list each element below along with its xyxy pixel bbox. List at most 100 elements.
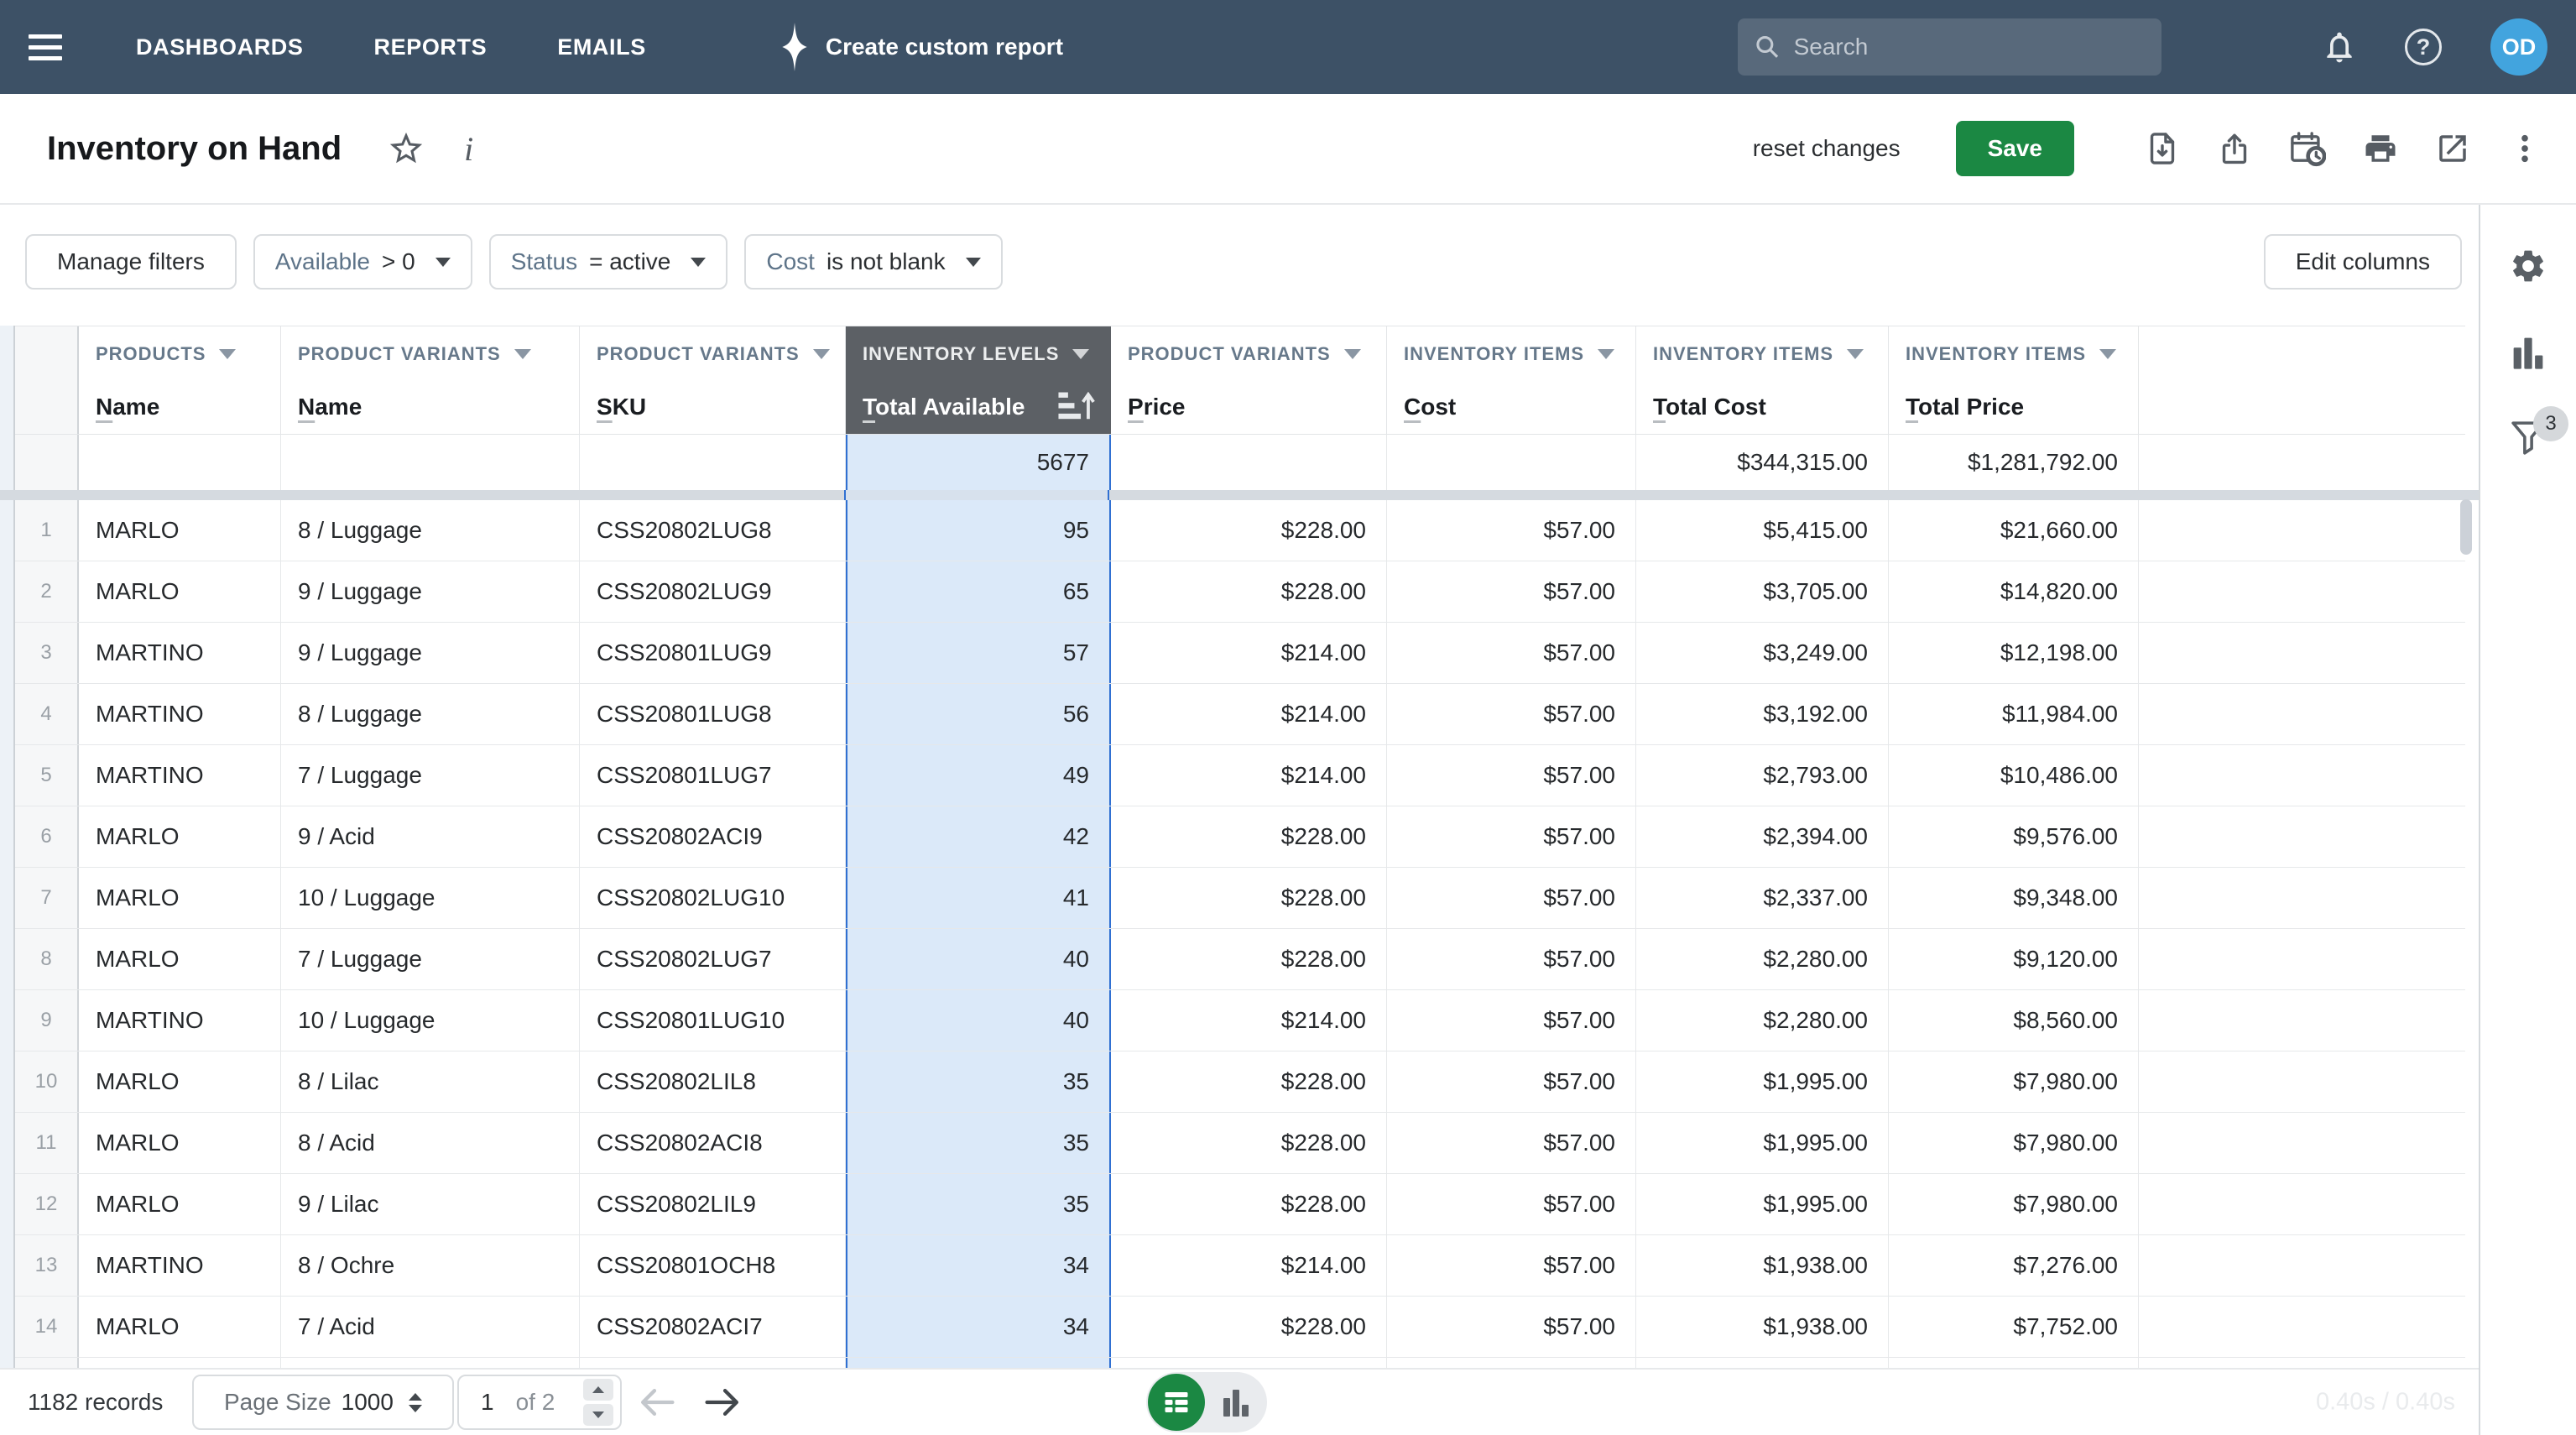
table-row[interactable]: 13 MARTINO 8 / Ochre CSS20801OCH8 34 $214.00 $… — [15, 1235, 2465, 1297]
cell[interactable]: $2,394.00 — [1636, 806, 1889, 867]
cell[interactable]: $8,560.00 — [1889, 990, 2139, 1051]
print-icon[interactable] — [2363, 131, 2398, 166]
cell[interactable]: MARTINO — [79, 623, 281, 683]
cell[interactable]: $57.00 — [1387, 1174, 1636, 1234]
cell[interactable]: $1,938.00 — [1636, 1297, 1889, 1357]
cell[interactable]: 9 / Luggage — [281, 561, 580, 622]
cell[interactable]: 49 — [846, 745, 1111, 806]
cell[interactable]: 35 — [846, 1051, 1111, 1112]
page-increment-button[interactable] — [583, 1379, 613, 1401]
column-header-sku[interactable]: PRODUCT VARIANTS SKU — [580, 326, 846, 434]
cell[interactable]: $11,984.00 — [1889, 684, 2139, 744]
cell[interactable]: $2,280.00 — [1636, 929, 1889, 989]
cell[interactable]: 35 — [846, 1113, 1111, 1173]
cell[interactable]: MARLO — [79, 929, 281, 989]
open-external-icon[interactable] — [2435, 131, 2470, 166]
cell[interactable]: $57.00 — [1387, 806, 1636, 867]
cell[interactable]: CSS20802LUG8 — [580, 500, 846, 561]
cell[interactable]: $57.00 — [1387, 745, 1636, 806]
cell[interactable]: $57.00 — [1387, 561, 1636, 622]
search-input[interactable] — [1793, 34, 2145, 60]
cell[interactable]: MARLO — [79, 561, 281, 622]
column-header-total-available[interactable]: INVENTORY LEVELS Total Available — [846, 326, 1111, 434]
manage-filters-button[interactable]: Manage filters — [25, 234, 237, 290]
vertical-scrollbar[interactable] — [2460, 499, 2472, 555]
search-box[interactable] — [1738, 18, 2161, 76]
cell[interactable]: CSS20802LUG10 — [580, 868, 846, 928]
cell[interactable]: CSS20801LUG7 — [580, 745, 846, 806]
cell[interactable]: $1,995.00 — [1636, 1174, 1889, 1234]
filter-chip-available[interactable]: Available > 0 — [253, 234, 472, 290]
nav-reports[interactable]: REPORTS — [373, 34, 488, 60]
cell[interactable]: 65 — [846, 561, 1111, 622]
cell[interactable]: $7,980.00 — [1889, 1051, 2139, 1112]
cell[interactable]: 7 / Luggage — [281, 929, 580, 989]
cell[interactable]: $3,249.00 — [1636, 623, 1889, 683]
previous-page-arrow[interactable] — [638, 1385, 676, 1419]
cell[interactable]: CSS20801OCH8 — [580, 1235, 846, 1296]
cell[interactable]: $57.00 — [1387, 1113, 1636, 1173]
cell[interactable]: $57.00 — [1387, 1051, 1636, 1112]
cell[interactable]: $1,938.00 — [1636, 1235, 1889, 1296]
cell[interactable]: $228.00 — [1111, 806, 1387, 867]
cell[interactable]: $7,752.00 — [1889, 1297, 2139, 1357]
chevron-down-icon[interactable] — [812, 349, 830, 359]
cell[interactable]: 7 / Acid — [281, 1297, 580, 1357]
cell[interactable]: $2,280.00 — [1636, 990, 1889, 1051]
cell[interactable]: $228.00 — [1111, 1174, 1387, 1234]
chart-view-button[interactable] — [1205, 1386, 1267, 1418]
favorite-star-icon[interactable] — [387, 129, 425, 168]
cell[interactable]: $14,820.00 — [1889, 561, 2139, 622]
cell[interactable]: MARLO — [79, 868, 281, 928]
nav-dashboards[interactable]: DASHBOARDS — [136, 34, 304, 60]
filters-panel-icon[interactable]: 3 — [2510, 406, 2568, 457]
cell[interactable]: $214.00 — [1111, 1235, 1387, 1296]
chevron-down-icon[interactable] — [1343, 349, 1361, 359]
notifications-bell-icon[interactable] — [2321, 29, 2358, 65]
table-row[interactable]: 11 MARLO 8 / Acid CSS20802ACI8 35 $228.00 $57.… — [15, 1113, 2465, 1174]
cell[interactable]: $12,198.00 — [1889, 623, 2139, 683]
cell[interactable]: CSS20802LUG7 — [580, 929, 846, 989]
cell[interactable]: MARLO — [79, 1297, 281, 1357]
schedule-icon[interactable] — [2289, 130, 2326, 167]
table-row[interactable]: 2 MARLO 9 / Luggage CSS20802LUG9 65 $228.00 $5… — [15, 561, 2465, 623]
help-icon[interactable]: ? — [2405, 29, 2442, 65]
column-header-products-name[interactable]: PRODUCTS Name — [79, 326, 281, 434]
cell[interactable]: MARLO — [79, 1174, 281, 1234]
cell[interactable]: MARLO — [79, 1113, 281, 1173]
chevron-down-icon[interactable] — [219, 349, 237, 359]
cell[interactable]: 9 / Luggage — [281, 623, 580, 683]
cell[interactable]: $5,415.00 — [1636, 500, 1889, 561]
cell[interactable]: CSS20801LUG9 — [580, 623, 846, 683]
table-row[interactable]: 12 MARLO 9 / Lilac CSS20802LIL9 35 $228.00 $57… — [15, 1174, 2465, 1235]
cell[interactable]: $10,486.00 — [1889, 745, 2139, 806]
cell[interactable]: $7,980.00 — [1889, 1174, 2139, 1234]
table-row[interactable]: 10 MARLO 8 / Lilac CSS20802LIL8 35 $228.00 $57… — [15, 1051, 2465, 1113]
cell[interactable]: CSS20801LUG8 — [580, 684, 846, 744]
cell[interactable]: 34 — [846, 1235, 1111, 1296]
cell[interactable]: $228.00 — [1111, 1051, 1387, 1112]
page-decrement-button[interactable] — [583, 1404, 613, 1426]
cell[interactable]: $57.00 — [1387, 868, 1636, 928]
cell[interactable]: CSS20802LIL9 — [580, 1174, 846, 1234]
cell[interactable]: $214.00 — [1111, 745, 1387, 806]
cell[interactable]: $214.00 — [1111, 990, 1387, 1051]
chevron-down-icon[interactable] — [1598, 349, 1615, 359]
cell[interactable]: 9 / Acid — [281, 806, 580, 867]
cell[interactable]: $1,995.00 — [1636, 1051, 1889, 1112]
cell[interactable]: $57.00 — [1387, 500, 1636, 561]
cell[interactable]: $228.00 — [1111, 929, 1387, 989]
cell[interactable]: $9,120.00 — [1889, 929, 2139, 989]
table-row[interactable]: 4 MARTINO 8 / Luggage CSS20801LUG8 56 $214.00… — [15, 684, 2465, 745]
nav-emails[interactable]: EMAILS — [557, 34, 646, 60]
cell[interactable]: $228.00 — [1111, 561, 1387, 622]
column-header-cost[interactable]: INVENTORY ITEMS Cost — [1387, 326, 1636, 434]
cell[interactable]: $228.00 — [1111, 1297, 1387, 1357]
cell[interactable]: $214.00 — [1111, 623, 1387, 683]
cell[interactable]: MARLO — [79, 1051, 281, 1112]
cell[interactable]: 8 / Ochre — [281, 1235, 580, 1296]
filter-chip-cost[interactable]: Cost is not blank — [744, 234, 1003, 290]
cell[interactable]: $2,337.00 — [1636, 868, 1889, 928]
cell[interactable]: CSS20802ACI9 — [580, 806, 846, 867]
table-row[interactable]: 5 MARTINO 7 / Luggage CSS20801LUG7 49 $214.00… — [15, 745, 2465, 806]
